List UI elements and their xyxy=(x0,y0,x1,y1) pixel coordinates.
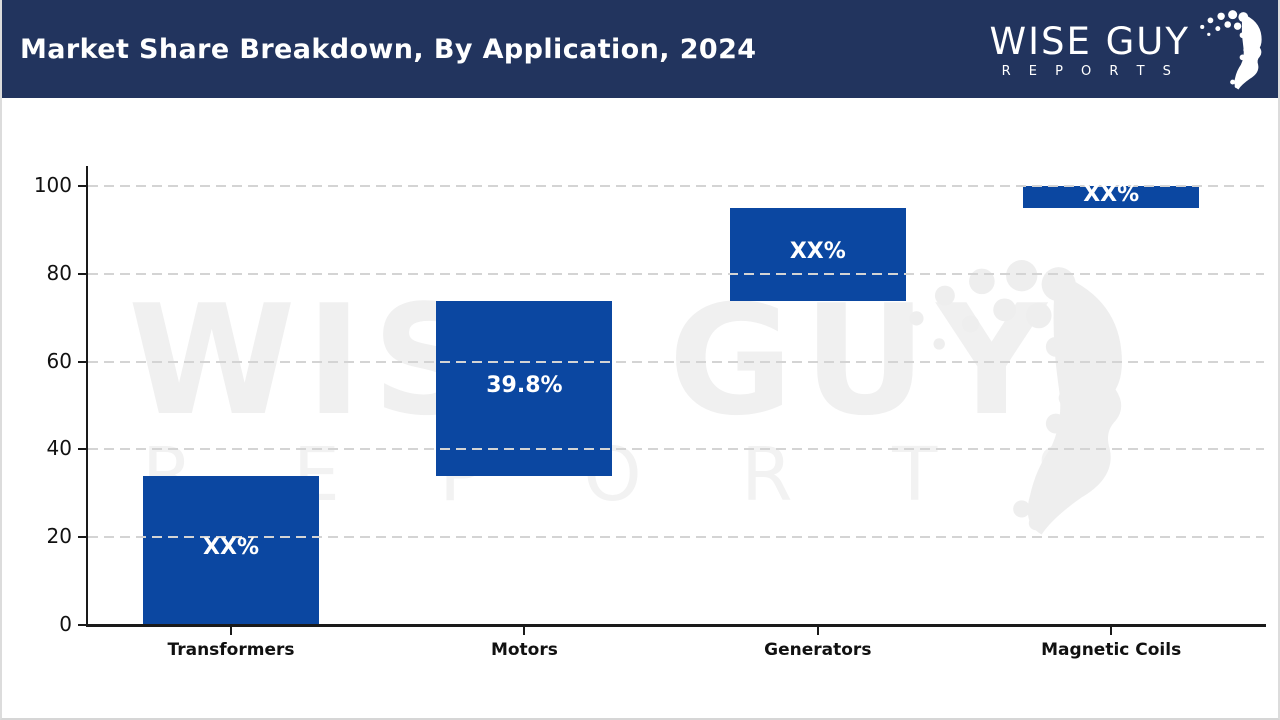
bar-value-label: XX% xyxy=(789,239,846,265)
gridline-20 xyxy=(88,536,1264,539)
x-axis-line xyxy=(86,624,1266,627)
x-tick-mark-3 xyxy=(1110,627,1113,635)
bar-value-label: 39.8% xyxy=(486,373,563,399)
dotted-head-logo-icon xyxy=(1200,10,1262,90)
y-tick-mark-60 xyxy=(78,360,87,363)
brand-logo: WISE GUY R E P O R T S xyxy=(990,6,1268,94)
y-tick-label-60: 60 xyxy=(46,348,72,373)
y-tick-mark-40 xyxy=(78,448,87,451)
brand-subtitle: R E P O R T S xyxy=(1001,63,1178,79)
gridline-40 xyxy=(88,448,1264,451)
y-axis-line xyxy=(86,166,88,626)
gridline-60 xyxy=(88,360,1264,363)
brand-name: WISE GUY xyxy=(989,19,1190,63)
y-tick-label-100: 100 xyxy=(33,173,72,197)
y-tick-label-20: 20 xyxy=(46,524,72,549)
bar-transformers xyxy=(143,475,319,625)
watermark-dotted-head-icon xyxy=(909,260,1122,535)
y-tick-label-40: 40 xyxy=(46,436,72,461)
x-tick-mark-0 xyxy=(230,627,232,635)
y-tick-mark-20 xyxy=(78,536,87,539)
y-tick-label-0: 0 xyxy=(59,612,72,636)
y-tick-mark-80 xyxy=(78,272,87,275)
bar-magnetic-coils xyxy=(1023,186,1200,208)
bar-generators xyxy=(729,207,906,301)
gridline-100 xyxy=(88,185,1264,187)
y-tick-mark-0 xyxy=(78,624,87,626)
x-category-label: Transformers xyxy=(167,640,295,660)
x-tick-mark-2 xyxy=(816,627,819,635)
bar-motors xyxy=(436,301,613,476)
gridline-80 xyxy=(88,272,1264,275)
x-category-label: Motors xyxy=(490,640,558,660)
x-tick-mark-1 xyxy=(523,627,526,635)
brand-logo-text: WISE GUY R E P O R T S xyxy=(990,23,1190,78)
header-band: Market Share Breakdown, By Application, … xyxy=(0,0,1280,98)
x-category-label: Magnetic Coils xyxy=(1041,640,1182,660)
y-tick-label-80: 80 xyxy=(46,260,72,285)
bar-value-label: XX% xyxy=(203,535,259,561)
y-tick-mark-100 xyxy=(78,185,87,187)
page-title: Market Share Breakdown, By Application, … xyxy=(20,33,757,65)
x-category-label: Generators xyxy=(764,640,872,660)
bar-value-label: XX% xyxy=(1083,181,1140,207)
